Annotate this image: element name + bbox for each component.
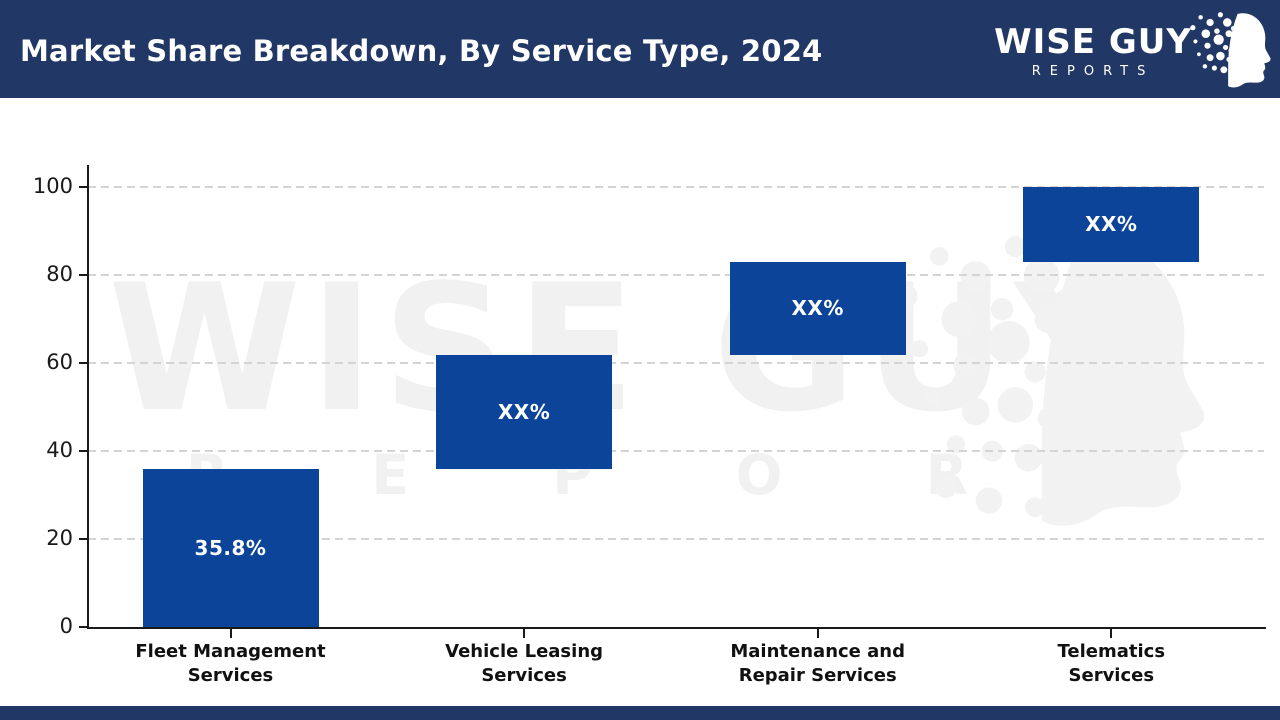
- y-axis-line: [87, 165, 89, 629]
- bar-value-label: XX%: [497, 400, 551, 425]
- gridline-20: [88, 538, 1264, 540]
- y-tick-label-80: 80: [46, 262, 73, 286]
- y-tick-label-40: 40: [46, 438, 73, 462]
- y-tick-0: [79, 626, 88, 628]
- bar-value-label: 35.8%: [194, 536, 267, 561]
- logo-wordmark: WISE GUY REPORTS: [994, 22, 1192, 79]
- y-tick-80: [79, 274, 88, 276]
- bar-segment: XX%: [436, 355, 613, 470]
- bar-value-label: XX%: [791, 296, 844, 321]
- y-tick-label-0: 0: [59, 614, 73, 638]
- x-tick-1: [523, 629, 526, 638]
- logo-wordmark-sub: REPORTS: [1031, 64, 1155, 79]
- bar-segment: 35.8%: [142, 469, 319, 627]
- bar-value-label: XX%: [1085, 212, 1138, 237]
- header: Market Share Breakdown, By Service Type,…: [0, 0, 1280, 98]
- x-axis-line: [87, 627, 1266, 629]
- gridline-40: [88, 450, 1264, 452]
- y-tick-20: [79, 538, 88, 540]
- y-tick-label-60: 60: [46, 350, 73, 374]
- y-tick-40: [79, 450, 88, 452]
- bar-segment: XX%: [1023, 187, 1200, 262]
- wise-guy-logo: WISE GUY REPORTS: [994, 4, 1271, 94]
- bar-segment: XX%: [729, 261, 906, 356]
- gridline-80: [88, 274, 1264, 276]
- y-tick-label-20: 20: [46, 526, 73, 550]
- logo-head-icon: [1190, 12, 1271, 88]
- footer-bar: [0, 706, 1280, 720]
- logo-wordmark-main: WISE GUY: [994, 22, 1192, 62]
- x-category-label: Maintenance and Repair Services: [730, 641, 905, 687]
- y-tick-100: [79, 186, 88, 188]
- x-tick-0: [229, 629, 232, 638]
- x-category-label: Telematics Services: [1057, 641, 1166, 687]
- y-tick-60: [79, 362, 88, 364]
- x-category-label: Vehicle Leasing Services: [445, 641, 604, 687]
- x-tick-2: [816, 629, 819, 638]
- gridline-100: [88, 186, 1264, 188]
- gridline-60: [88, 362, 1264, 364]
- page-title: Market Share Breakdown, By Service Type,…: [20, 34, 823, 68]
- watermark-head-icon: [895, 235, 1205, 526]
- x-category-label: Fleet Management Services: [135, 641, 326, 687]
- y-tick-label-100: 100: [32, 174, 73, 198]
- x-tick-3: [1110, 629, 1113, 638]
